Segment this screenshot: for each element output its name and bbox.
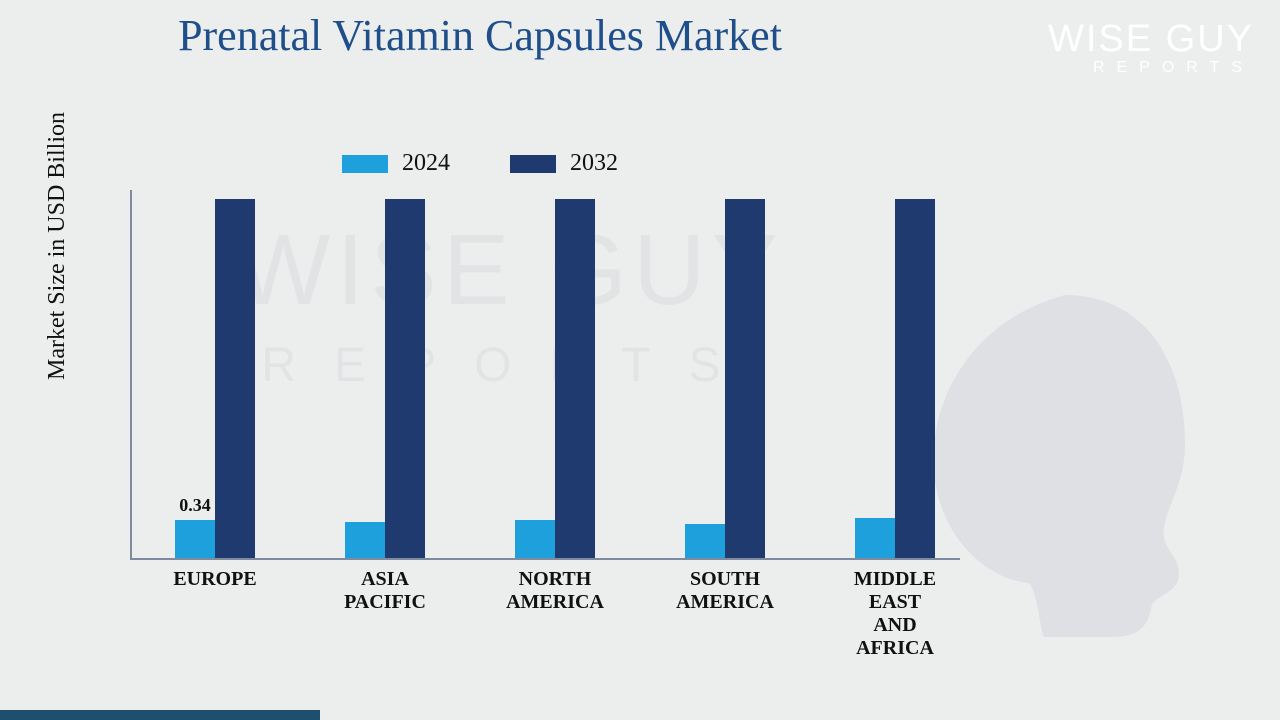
chart-title: Prenatal Vitamin Capsules Market xyxy=(0,10,960,61)
legend-swatch-icon xyxy=(510,155,556,173)
legend-label: 2024 xyxy=(402,150,450,177)
bar xyxy=(725,199,765,558)
legend-item: 2032 xyxy=(510,150,618,177)
bar xyxy=(385,199,425,558)
bar-group xyxy=(345,199,425,558)
bar xyxy=(175,520,215,558)
logo-main: WISE GUY xyxy=(1048,20,1254,58)
footer-accent-bar xyxy=(0,710,320,720)
value-label: 0.34 xyxy=(179,495,211,516)
category-label: NORTHAMERICA xyxy=(485,568,625,614)
legend: 2024 2032 xyxy=(0,150,960,177)
chart-stage: WISE GUY REPORTS Prenatal Vitamin Capsul… xyxy=(0,0,1280,720)
bar xyxy=(515,520,555,558)
plot-area: EUROPEASIAPACIFICNORTHAMERICASOUTHAMERIC… xyxy=(130,190,960,560)
category-label: MIDDLEEASTANDAFRICA xyxy=(825,568,965,660)
bar-group xyxy=(855,199,935,558)
bar xyxy=(555,199,595,558)
category-label: EUROPE xyxy=(145,568,285,591)
bar-group xyxy=(515,199,595,558)
bar xyxy=(855,518,895,558)
brand-logo: WISE GUY REPORTS xyxy=(1048,20,1254,76)
bar-group xyxy=(685,199,765,558)
legend-label: 2032 xyxy=(570,150,618,177)
legend-swatch-icon xyxy=(342,155,388,173)
bar xyxy=(345,522,385,558)
logo-sub: REPORTS xyxy=(1048,60,1254,76)
bar xyxy=(215,199,255,558)
category-label: SOUTHAMERICA xyxy=(655,568,795,614)
x-axis-line xyxy=(130,558,960,560)
legend-item: 2024 xyxy=(342,150,450,177)
bar xyxy=(895,199,935,558)
y-axis-line xyxy=(130,190,132,560)
category-label: ASIAPACIFIC xyxy=(315,568,455,614)
bar xyxy=(685,524,725,558)
